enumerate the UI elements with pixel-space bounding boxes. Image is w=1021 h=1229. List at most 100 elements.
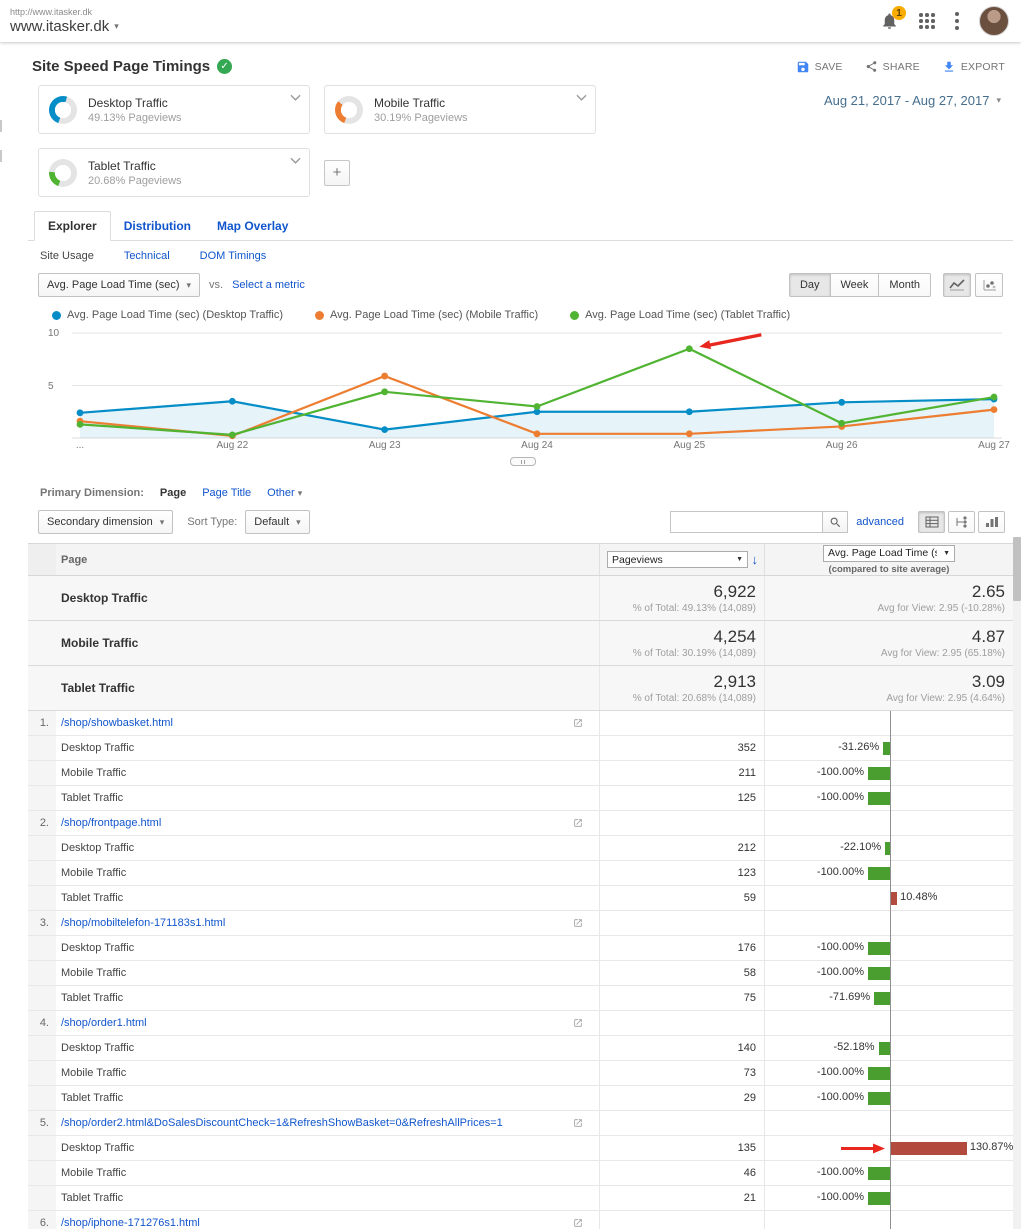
segment-label: Tablet Traffic (56, 886, 600, 910)
share-icon (866, 61, 876, 72)
segment-row: Mobile Traffic 58 -100.00% (28, 961, 1013, 986)
segment-card-mobile[interactable]: Mobile Traffic 30.19% Pageviews (324, 85, 596, 134)
date-range-selector[interactable]: Aug 21, 2017 - Aug 27, 2017 ▾ (823, 93, 1001, 108)
page-link[interactable]: /shop/order1.html (61, 1017, 147, 1029)
segment-row: Desktop Traffic 212 -22.10% (28, 836, 1013, 861)
open-in-new-icon[interactable] (573, 1218, 583, 1228)
open-in-new-icon[interactable] (573, 718, 583, 728)
pageviews-value: 352 (600, 736, 765, 760)
notifications-bell-icon[interactable]: 1 (880, 6, 906, 31)
legend-item[interactable]: Avg. Page Load Time (sec) (Desktop Traff… (52, 309, 283, 321)
verified-check-icon: ✓ (217, 59, 233, 74)
bar-axis-line (890, 911, 891, 936)
timeline-scrubber-handle[interactable] (509, 457, 536, 466)
legend-item[interactable]: Avg. Page Load Time (sec) (Mobile Traffi… (315, 309, 538, 321)
delta-label: -100.00% (816, 1066, 864, 1078)
rank-cell (28, 736, 56, 760)
page-link[interactable]: /shop/iphone-171276s1.html (61, 1217, 200, 1229)
chevron-down-icon[interactable] (576, 94, 587, 101)
tab-map-overlay[interactable]: Map Overlay (217, 219, 289, 233)
pageviews-column-selector[interactable]: Pageviews ▼ (607, 551, 748, 568)
table-search-input[interactable] (670, 511, 823, 533)
page-link[interactable]: /shop/frontpage.html (61, 817, 162, 829)
summary-row: Tablet Traffic 2,913 % of Total: 20.68% (1… (28, 666, 1013, 711)
share-button[interactable]: SHARE (865, 60, 920, 73)
metric-total: 3.09 (971, 672, 1005, 691)
x-axis-tick: Aug 24 (521, 440, 553, 451)
apps-grid-icon[interactable] (919, 13, 935, 29)
motion-chart-view-icon[interactable] (975, 273, 1003, 297)
export-button[interactable]: EXPORT (942, 60, 1005, 74)
metric-dropdown[interactable]: Avg. Page Load Time (sec) ▾ (38, 273, 201, 297)
open-in-new-icon[interactable] (573, 818, 583, 828)
delta-bar (885, 842, 890, 855)
dimension-page[interactable]: Page (159, 487, 187, 499)
granularity-group: Day Week Month (788, 273, 931, 297)
segment-label: Desktop Traffic (56, 1036, 600, 1060)
delta-bar (868, 867, 890, 880)
open-in-new-icon[interactable] (573, 1118, 583, 1128)
advanced-search-link[interactable]: advanced (856, 516, 904, 528)
chevron-down-icon: ▾ (297, 488, 303, 498)
row-rank: 3. (28, 911, 56, 935)
vertical-scrollbar[interactable] (1013, 537, 1021, 1229)
segment-donut-icon (49, 158, 77, 187)
bar-cell (765, 1111, 1013, 1136)
page-link[interactable]: /shop/mobiltelefon-171183s1.html (61, 917, 226, 929)
page-row: 6. /shop/iphone-171276s1.html (28, 1211, 1013, 1229)
save-button[interactable]: SAVE (796, 60, 843, 74)
open-in-new-icon[interactable] (573, 918, 583, 928)
data-view-icon[interactable] (918, 511, 945, 533)
bar-cell: -100.00% (765, 961, 1013, 986)
chart-plot[interactable] (72, 327, 1002, 445)
legend-item[interactable]: Avg. Page Load Time (sec) (Tablet Traffi… (570, 309, 790, 321)
dimension-other-dropdown[interactable]: Other ▾ (267, 487, 303, 499)
dimension-page-title[interactable]: Page Title (202, 487, 252, 499)
bar-cell (765, 911, 1013, 936)
sort-direction-icon[interactable]: ↓ (751, 552, 759, 567)
tab-explorer[interactable]: Explorer (34, 211, 111, 241)
tab-distribution[interactable]: Distribution (123, 219, 192, 233)
segment-row: Tablet Traffic 21 -100.00% (28, 1186, 1013, 1211)
metric-column-selector[interactable]: Avg. Page Load Time (sec)▼ (823, 544, 955, 562)
select-metric-link[interactable]: Select a metric (232, 279, 305, 291)
subtab-technical[interactable]: Technical (123, 250, 170, 262)
x-axis-tick: Aug 22 (216, 440, 249, 451)
bar-axis-line (890, 811, 891, 836)
rank-cell (28, 986, 56, 1010)
subtab-site-usage[interactable]: Site Usage (40, 250, 94, 262)
segment-card-desktop[interactable]: Desktop Traffic 49.13% Pageviews (38, 85, 310, 134)
pageviews-value: 211 (600, 761, 765, 785)
page-link[interactable]: /shop/order2.html&DoSalesDiscountCheck=1… (61, 1117, 503, 1129)
segment-label: Mobile Traffic (56, 761, 600, 785)
granularity-week-button[interactable]: Week (829, 273, 880, 297)
subtab-dom-timings[interactable]: DOM Timings (199, 250, 267, 262)
metric-group-tabs: Site Usage Technical DOM Timings (28, 241, 1013, 269)
segment-row: Desktop Traffic 352 -31.26% (28, 736, 1013, 761)
annotation-arrow (839, 1143, 885, 1154)
granularity-month-button[interactable]: Month (878, 273, 931, 297)
comparison-view-icon[interactable] (978, 511, 1005, 533)
segment-card-tablet[interactable]: Tablet Traffic 20.68% Pageviews (38, 148, 310, 197)
sort-type-dropdown[interactable]: Default ▾ (245, 510, 310, 534)
page-link[interactable]: /shop/showbasket.html (61, 717, 173, 729)
search-button[interactable] (822, 511, 849, 533)
line-chart-view-icon[interactable] (943, 273, 971, 297)
avatar[interactable] (979, 6, 1009, 36)
page-url-cell: /shop/showbasket.html (56, 711, 600, 735)
open-in-new-icon[interactable] (573, 1018, 583, 1028)
chevron-down-icon[interactable] (290, 94, 301, 101)
segment-row: Tablet Traffic 75 -71.69% (28, 986, 1013, 1011)
pivot-view-icon[interactable] (948, 511, 975, 533)
account-selector[interactable]: www.itasker.dk ▾ (10, 18, 119, 35)
overflow-menu-icon[interactable] (955, 12, 959, 30)
segment-label: Tablet Traffic (56, 986, 600, 1010)
chevron-down-icon[interactable] (290, 157, 301, 164)
bar-axis-line (890, 761, 891, 786)
secondary-dimension-dropdown[interactable]: Secondary dimension ▾ (38, 510, 174, 534)
segment-row: Mobile Traffic 211 -100.00% (28, 761, 1013, 786)
dropdown-caret-icon: ▼ (736, 556, 743, 563)
add-segment-button[interactable]: + (324, 159, 350, 186)
scrollbar-thumb[interactable] (1013, 537, 1021, 601)
granularity-day-button[interactable]: Day (788, 273, 831, 297)
